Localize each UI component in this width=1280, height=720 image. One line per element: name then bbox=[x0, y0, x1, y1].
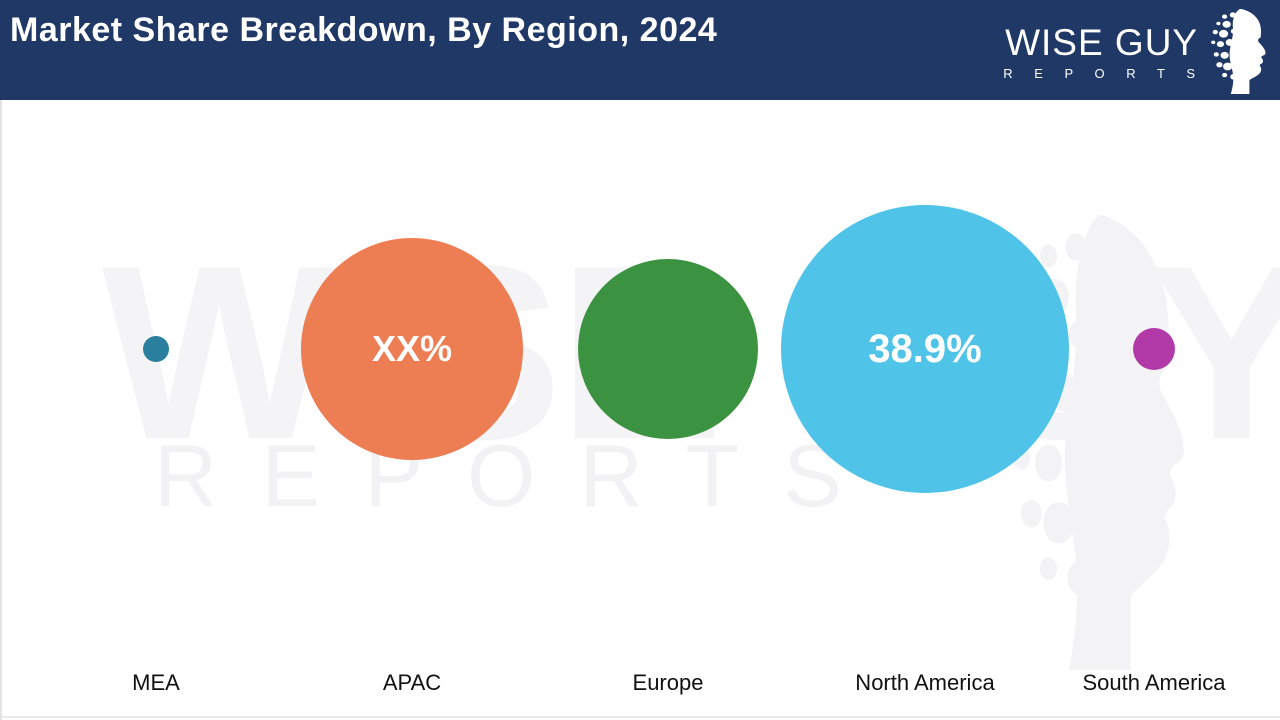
x-axis-label-europe: Europe bbox=[632, 670, 704, 695]
logo-face-icon bbox=[1211, 8, 1266, 94]
bubble-south-america bbox=[1133, 328, 1175, 370]
wiseguy-logo: WISE GUY R E P O R T S bbox=[1003, 4, 1272, 96]
bottom-divider bbox=[2, 716, 1280, 718]
logo-wordmark-line1: WISE GUY bbox=[1005, 22, 1199, 63]
x-axis-label-mea: MEA bbox=[132, 670, 180, 695]
logo-wordmark: WISE GUY R E P O R T S bbox=[999, 22, 1204, 81]
bubble-mea bbox=[143, 336, 169, 362]
logo-wordmark-line2: R E P O R T S bbox=[1003, 66, 1204, 81]
header-banner: Market Share Breakdown, By Region, 2024 … bbox=[0, 0, 1280, 100]
x-axis-label-south-america: South America bbox=[1082, 670, 1226, 695]
x-axis-label-north-america: North America bbox=[855, 670, 995, 695]
watermark-subtext: REPORTS bbox=[154, 426, 886, 525]
chart-title: Market Share Breakdown, By Region, 2024 bbox=[10, 11, 718, 49]
x-axis-label-apac: APAC bbox=[382, 670, 442, 695]
bubble-chart: WISE GUY REPORTS XX% 38.9% MEAAPACEurope… bbox=[0, 100, 1280, 720]
bubble-value-label: XX% bbox=[371, 328, 453, 369]
bubble-north-america: 38.9% bbox=[781, 205, 1069, 493]
bubble-apac: XX% bbox=[301, 238, 523, 460]
bubble-europe bbox=[578, 259, 758, 439]
bubble-value-label: 38.9% bbox=[868, 326, 982, 371]
